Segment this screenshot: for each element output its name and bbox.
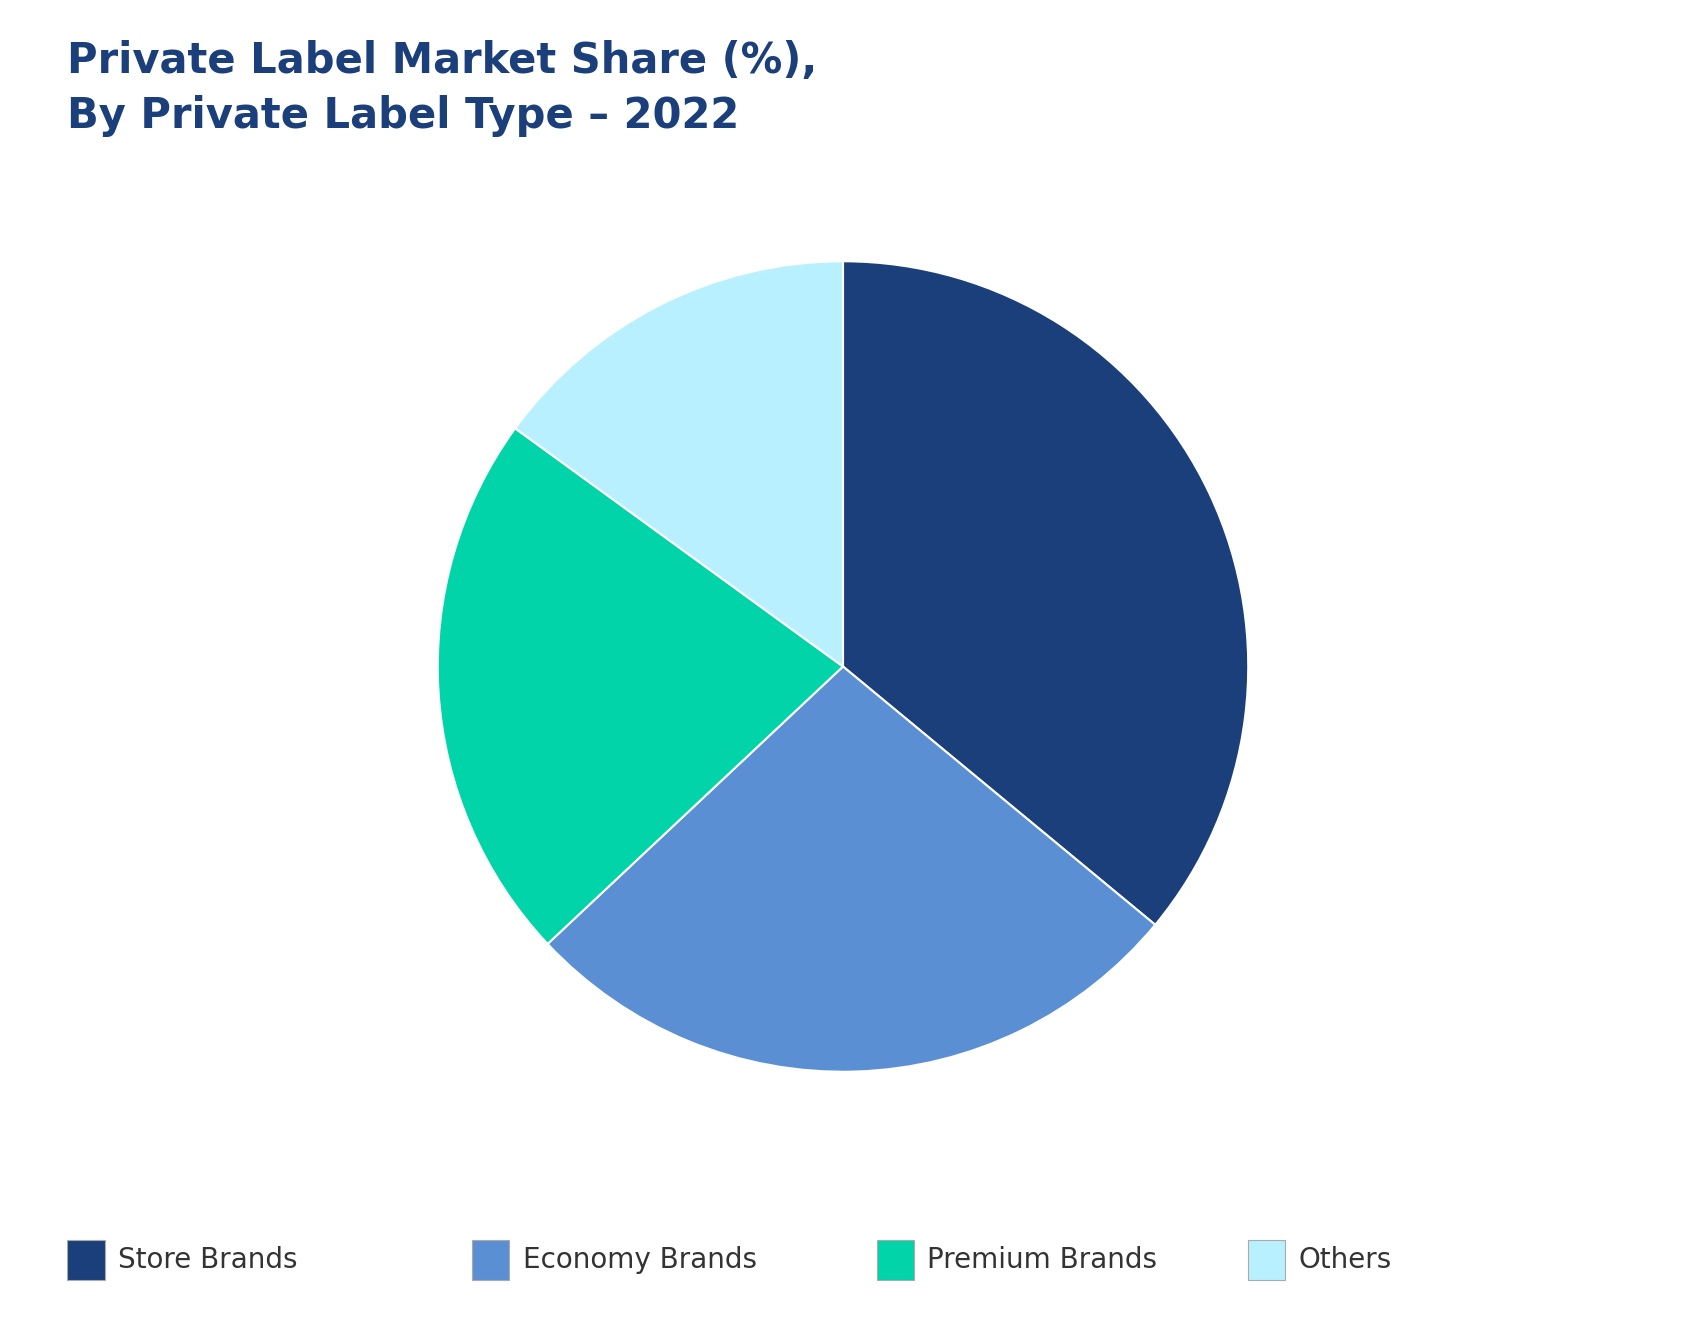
Wedge shape [516, 261, 843, 666]
Text: Others: Others [1298, 1245, 1391, 1274]
Text: Store Brands: Store Brands [118, 1245, 297, 1274]
Wedge shape [438, 428, 843, 944]
Wedge shape [843, 261, 1248, 925]
Wedge shape [548, 666, 1155, 1072]
Text: Premium Brands: Premium Brands [927, 1245, 1157, 1274]
Text: Economy Brands: Economy Brands [523, 1245, 757, 1274]
Text: Private Label Market Share (%),
By Private Label Type – 2022: Private Label Market Share (%), By Priva… [67, 40, 818, 137]
